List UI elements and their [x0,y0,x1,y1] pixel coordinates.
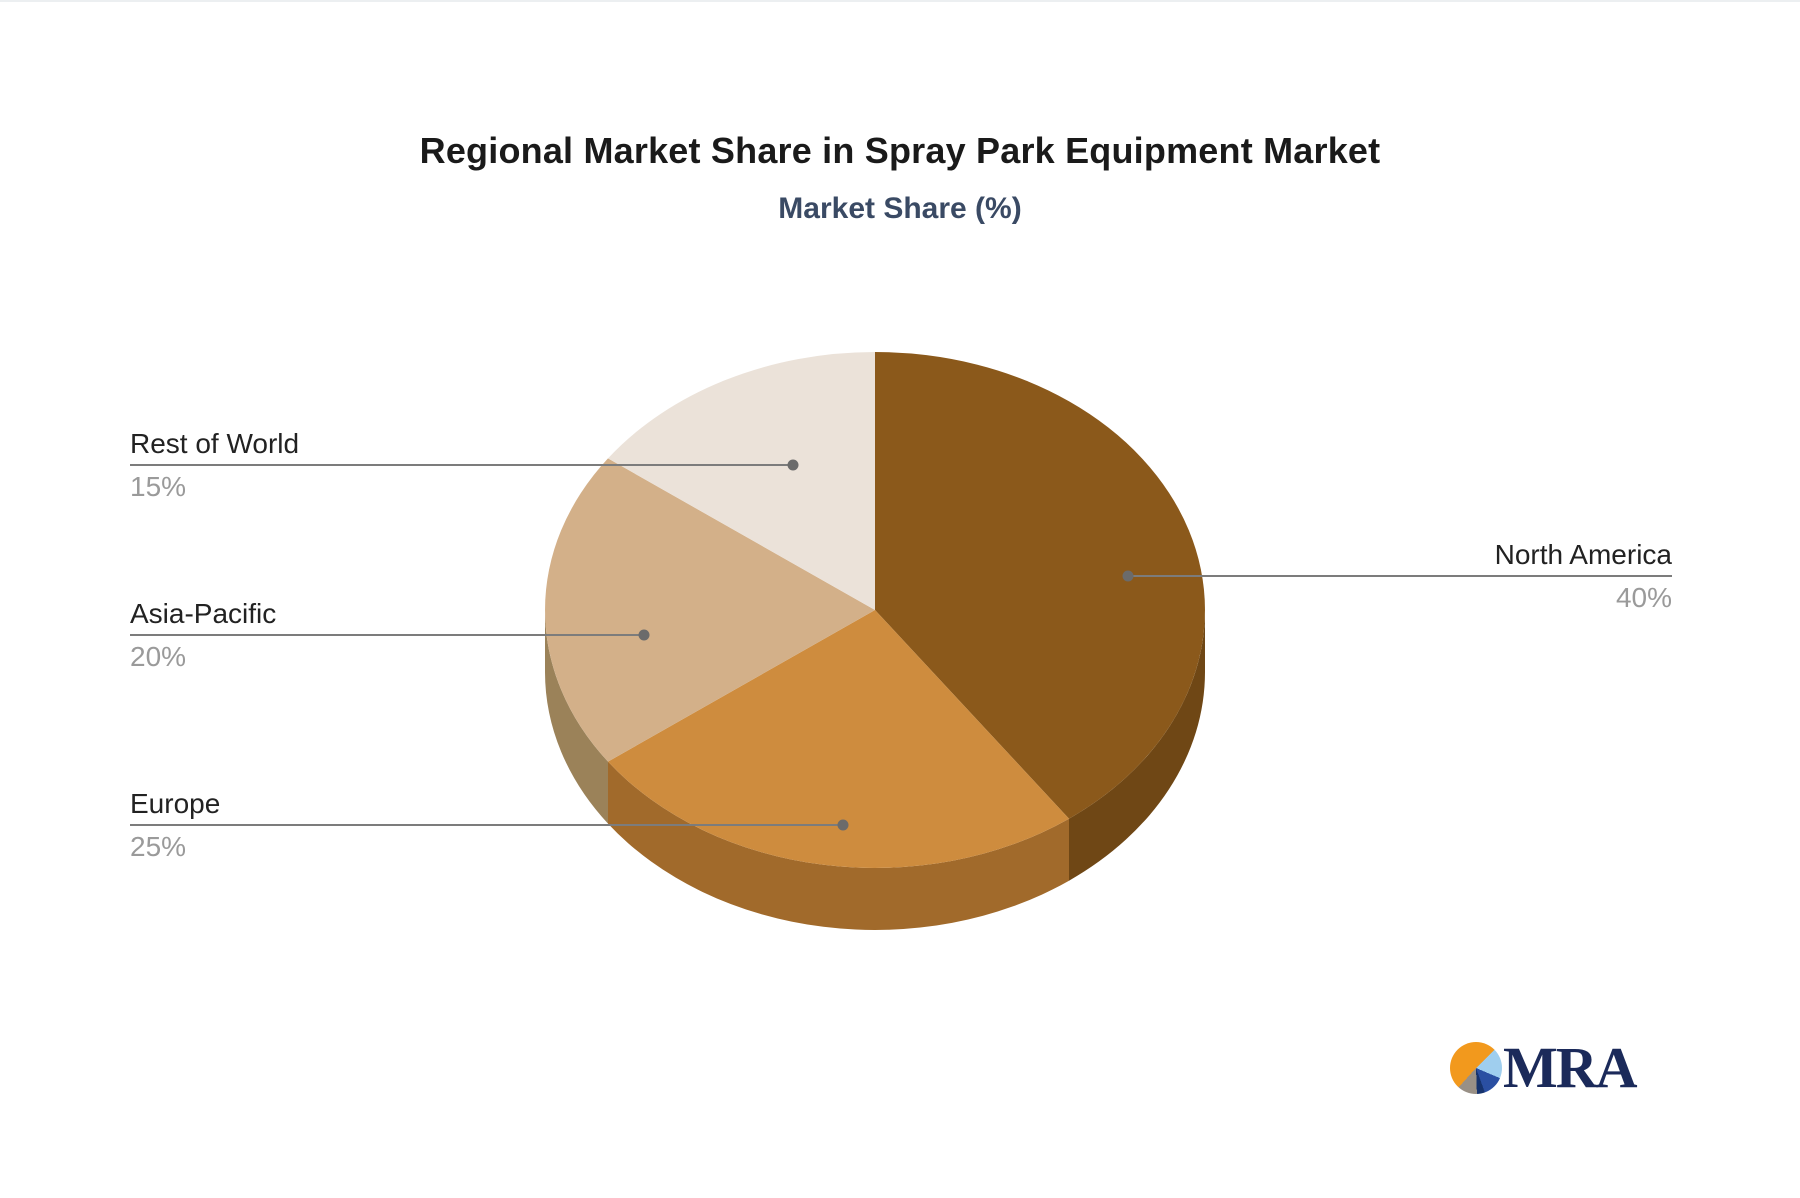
mra-logo-text: MRA [1503,1035,1638,1100]
label-north-america-name: North America [1494,539,1672,570]
label-rest-of-world-name: Rest of World [130,428,300,459]
label-north-america: North America 40% [1112,538,1672,615]
leader-dot-north-america [1122,570,1134,582]
pie-slice-north-america[interactable] [875,352,1205,819]
mra-logo-pie-icon [1450,1042,1502,1094]
leader-dot-europe [837,819,849,831]
leader-dot-rest-of-world [787,459,799,471]
label-asia-pacific: Asia-Pacific 20% [130,597,690,674]
pie-slice-rest-of-world[interactable] [608,352,875,610]
label-north-america-percent: 40% [1615,582,1672,613]
mra-logo: MRA [1450,1035,1638,1100]
pie-slice-asia-pacific[interactable] [545,458,875,762]
pie-slice-europe[interactable] [608,610,1069,868]
pie-slice-side-north-america [1069,610,1205,881]
label-asia-pacific-name: Asia-Pacific [130,598,277,629]
label-rest-of-world: Rest of World 15% [130,427,690,504]
label-asia-pacific-percent: 20% [130,641,187,672]
label-europe-name: Europe [130,788,221,819]
leader-dot-asia-pacific [638,629,650,641]
pie-slice-side-asia-pacific [545,610,608,824]
label-europe-percent: 25% [130,831,187,862]
label-europe: Europe 25% [130,787,690,864]
label-rest-of-world-percent: 15% [130,471,187,502]
chart-subtitle: Market Share (%) [778,192,1022,225]
page-title: Regional Market Share in Spray Park Equi… [419,130,1381,171]
pie-slice-side-europe [608,761,1069,930]
